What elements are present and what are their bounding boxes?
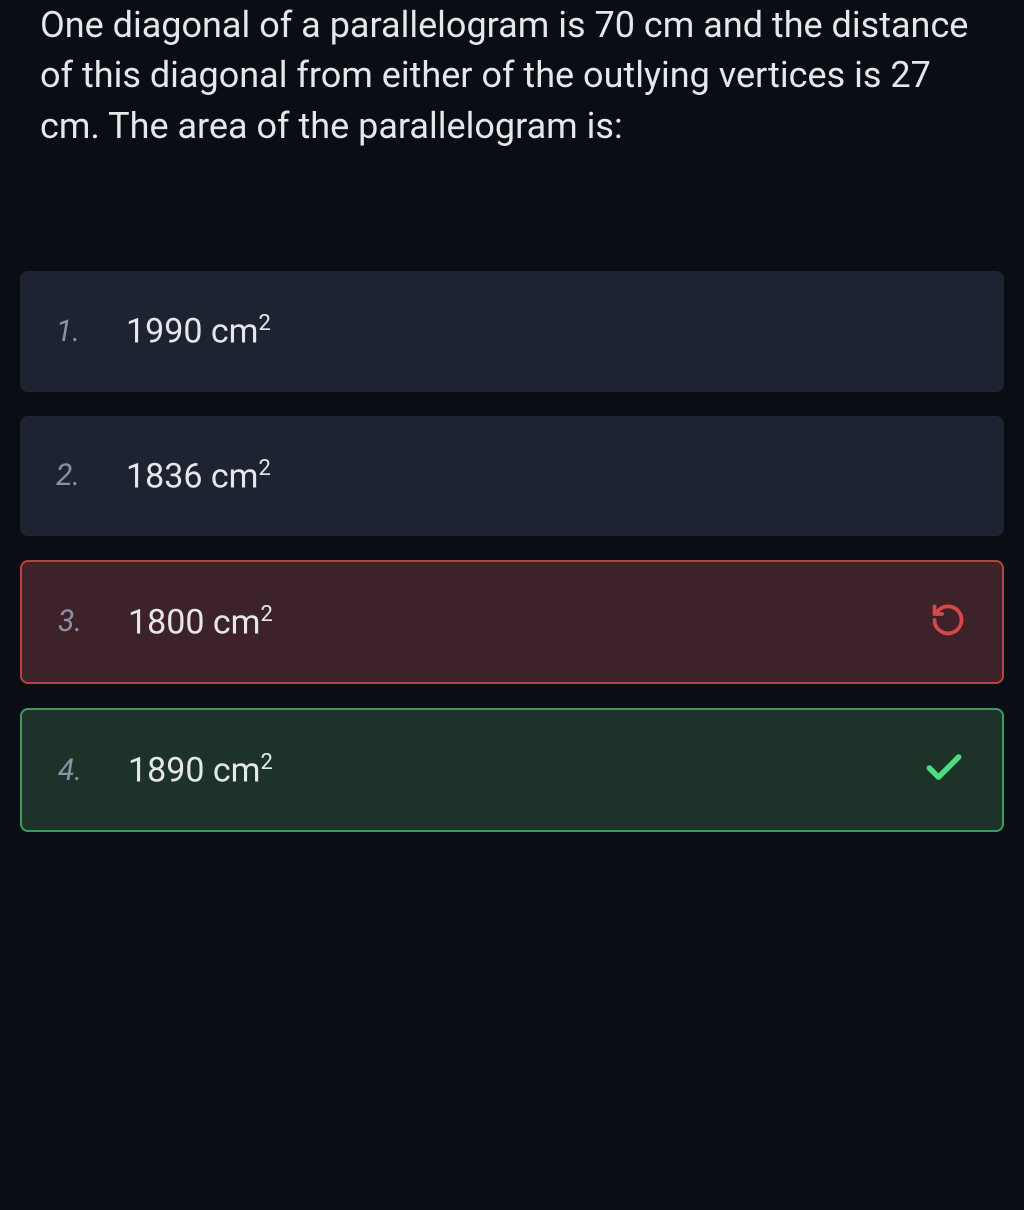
option-text: 1890 cm2 [128,750,273,790]
option-4[interactable]: 4. 1890 cm2 [20,708,1004,832]
option-text: 1800 cm2 [128,602,273,642]
question-text: One diagonal of a parallelogram is 70 cm… [40,0,984,211]
option-number: 2. [56,458,86,493]
option-text: 1990 cm2 [126,311,271,351]
option-number: 1. [56,314,86,349]
refresh-icon [930,602,966,642]
option-2[interactable]: 2. 1836 cm2 [20,416,1004,536]
option-number: 4. [58,753,88,788]
option-1[interactable]: 1. 1990 cm2 [20,271,1004,391]
options-container: 1. 1990 cm2 2. 1836 cm2 3. 1800 cm2 4. 1… [0,271,1024,832]
option-3[interactable]: 3. 1800 cm2 [20,560,1004,684]
check-icon [922,746,966,794]
question-container: One diagonal of a parallelogram is 70 cm… [0,0,1024,271]
option-text: 1836 cm2 [126,456,271,496]
option-number: 3. [58,604,88,639]
